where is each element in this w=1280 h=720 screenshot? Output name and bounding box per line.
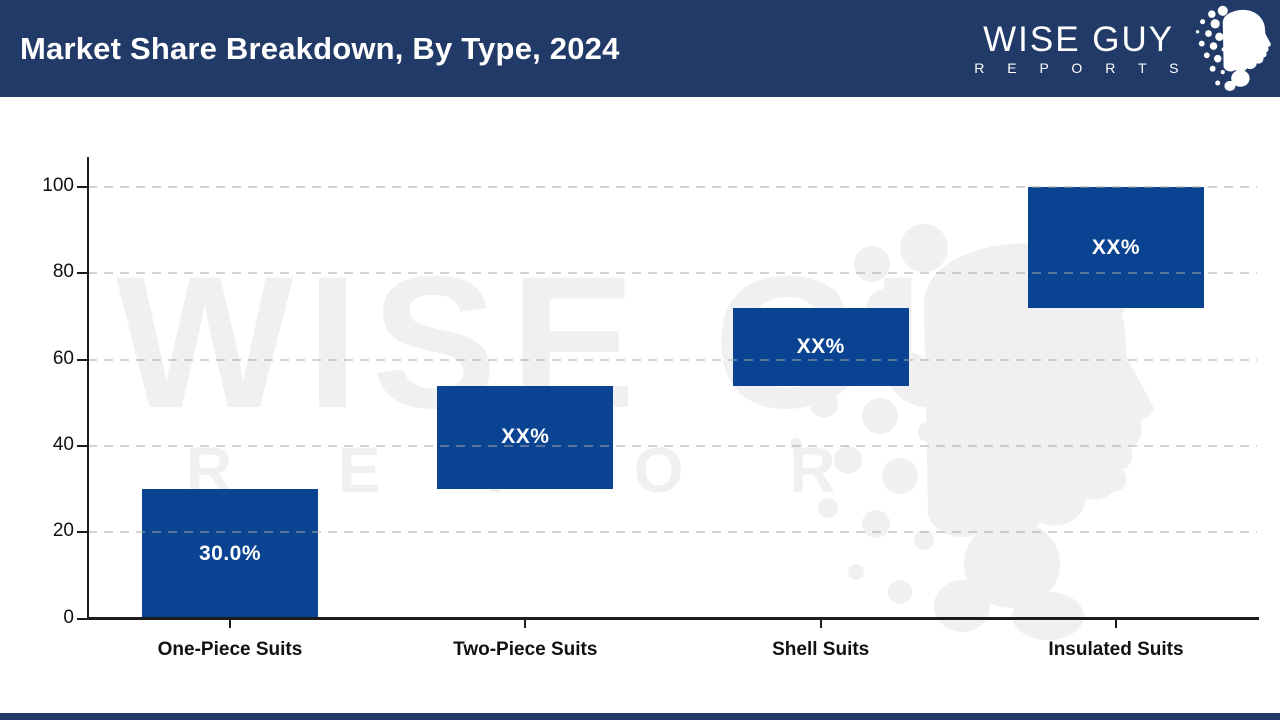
y-axis-line	[86, 157, 89, 620]
bar-two-piece-suits	[437, 385, 614, 490]
y-tick-mark-20	[77, 531, 88, 534]
chart-title: Market Share Breakdown, By Type, 2024	[20, 30, 620, 66]
x-category-label-shell-suits: Shell Suits	[772, 639, 870, 660]
logo-text: WISE GUY R E P O R T S	[969, 22, 1188, 75]
logo-subtext: R E P O R T S	[974, 60, 1188, 76]
x-category-label-one-piece-suits: One-Piece Suits	[157, 639, 303, 660]
y-tick-mark-100	[77, 186, 88, 189]
y-tick-label-100: 100	[42, 175, 74, 197]
y-tick-mark-40	[77, 444, 88, 447]
bar-value-label-insulated-suits: XX%	[1091, 235, 1141, 259]
x-category-label-insulated-suits: Insulated Suits	[1048, 639, 1184, 660]
y-tick-mark-60	[77, 358, 88, 361]
wiseguy-logo: WISE GUY R E P O R T S	[969, 4, 1274, 94]
bar-value-label-one-piece-suits: 30.0%	[198, 541, 262, 565]
x-tick-mark-shell-suits	[819, 620, 822, 628]
x-tick-mark-two-piece-suits	[524, 620, 527, 628]
y-tick-label-0: 0	[63, 606, 74, 628]
bar-insulated-suits	[1028, 187, 1204, 308]
bar-shell-suits	[732, 307, 909, 386]
x-tick-mark-one-piece-suits	[229, 620, 231, 628]
logo-wordmark: WISE GUY	[983, 20, 1175, 59]
x-tick-mark-insulated-suits	[1115, 620, 1117, 628]
footer-bar	[0, 713, 1280, 720]
bar-one-piece-suits	[142, 489, 318, 619]
y-tick-label-80: 80	[52, 261, 74, 283]
bar-value-label-shell-suits: XX%	[796, 334, 845, 358]
y-tick-label-60: 60	[52, 347, 74, 369]
y-tick-label-20: 20	[52, 520, 74, 542]
bar-value-label-two-piece-suits: XX%	[501, 425, 550, 449]
gridline-40	[88, 444, 1257, 447]
watermark-head-graphic	[790, 224, 1154, 640]
y-tick-mark-80	[77, 272, 88, 275]
gridline-80	[88, 272, 1257, 275]
header-bar: Market Share Breakdown, By Type, 2024 WI…	[0, 0, 1280, 97]
wiseguy-head-icon	[1195, 5, 1271, 91]
y-tick-mark-0	[77, 617, 88, 620]
x-axis-line	[86, 617, 1259, 620]
gridline-100	[88, 186, 1257, 189]
gridline-20	[88, 531, 1257, 534]
gridline-60	[88, 358, 1257, 361]
y-tick-label-40: 40	[52, 433, 74, 455]
x-category-label-two-piece-suits: Two-Piece Suits	[453, 639, 598, 660]
